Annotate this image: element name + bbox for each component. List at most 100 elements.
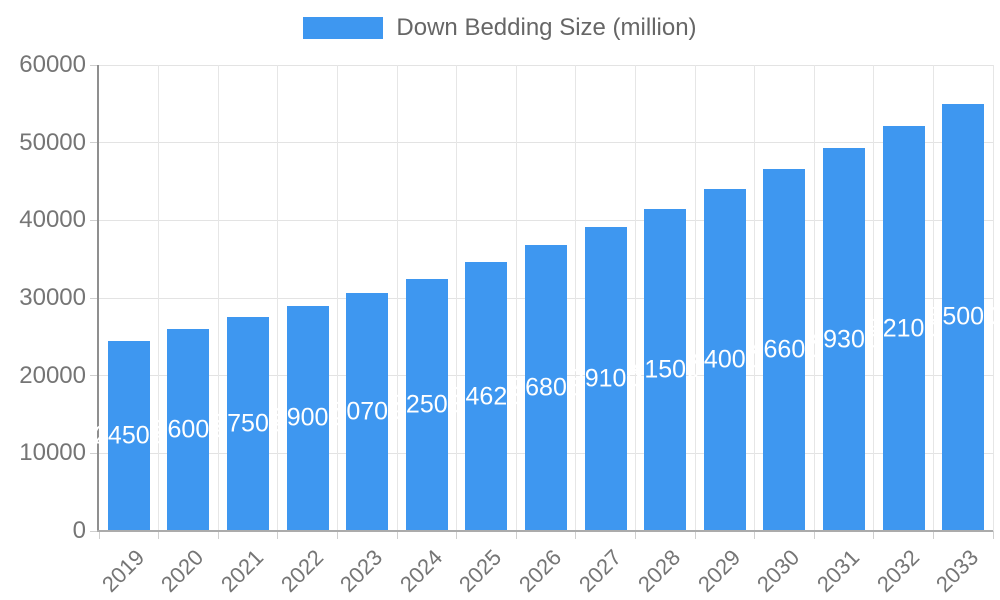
y-tick-label: 0	[72, 517, 86, 544]
y-gridline	[99, 142, 993, 144]
y-tick-mark	[90, 375, 99, 377]
x-tick-label: 2022	[275, 544, 328, 597]
x-tick-label: 2025	[454, 544, 507, 597]
x-tick-mark	[754, 531, 756, 539]
x-tick-mark	[396, 531, 398, 539]
bar-value-label: 32500	[392, 390, 462, 419]
x-tick-label: 2019	[96, 544, 150, 597]
bar[interactable]	[346, 292, 389, 531]
x-tick-mark	[217, 531, 219, 539]
x-tick-label: 2024	[394, 544, 448, 597]
bar-value-label: 55000	[928, 302, 998, 331]
x-tick-mark	[98, 531, 100, 539]
bar-value-label: 27500	[213, 409, 283, 438]
bar[interactable]	[942, 103, 985, 531]
y-tick-label: 30000	[19, 284, 86, 311]
x-tick-mark	[277, 531, 279, 539]
x-gridline	[873, 65, 875, 531]
bar-value-label: 24500	[94, 421, 164, 450]
bar[interactable]	[525, 245, 567, 531]
x-tick-mark	[873, 531, 875, 539]
y-tick-label: 50000	[19, 128, 86, 156]
x-gridline	[813, 65, 815, 531]
bar[interactable]	[763, 169, 806, 531]
bar[interactable]	[584, 227, 627, 531]
y-tick-mark	[90, 452, 99, 454]
y-tick-mark	[90, 530, 99, 532]
legend-label: Down Bedding Size (million)	[396, 14, 697, 41]
x-tick-mark	[992, 531, 994, 539]
bar[interactable]	[882, 126, 925, 531]
bar-value-label: 39100	[570, 364, 641, 393]
x-tick-mark	[813, 531, 815, 539]
y-axis-line	[97, 65, 99, 532]
x-tick-label: 2021	[215, 544, 269, 597]
x-tick-mark	[158, 531, 160, 539]
bar[interactable]	[465, 262, 508, 531]
bar[interactable]	[405, 278, 448, 531]
y-tick-mark	[90, 142, 99, 144]
x-tick-mark	[575, 531, 577, 539]
y-tick-mark	[90, 219, 99, 221]
y-tick-label: 40000	[19, 206, 86, 234]
x-tick-label: 2028	[633, 544, 686, 597]
bar[interactable]	[286, 305, 329, 531]
x-tick-label: 2026	[513, 544, 567, 597]
x-gridline	[158, 65, 160, 531]
x-gridline	[992, 65, 994, 531]
y-gridline	[99, 219, 993, 221]
bar-value-label: 41500	[630, 355, 700, 384]
x-gridline	[277, 65, 279, 531]
x-gridline	[336, 65, 338, 531]
bar-value-label: 36800	[511, 373, 581, 402]
bar[interactable]	[227, 317, 269, 531]
bar-value-label: 29000	[272, 403, 343, 432]
x-axis-line	[97, 530, 993, 532]
y-tick-label: 20000	[19, 361, 86, 389]
bar[interactable]	[703, 189, 746, 531]
x-tick-label: 2023	[335, 544, 388, 597]
x-gridline	[634, 65, 636, 531]
x-gridline	[694, 65, 696, 531]
x-gridline	[456, 65, 458, 531]
x-tick-label: 2031	[811, 544, 865, 597]
y-tick-label: 60000	[19, 51, 86, 78]
legend-swatch	[303, 17, 384, 39]
x-tick-mark	[932, 531, 934, 539]
x-tick-mark	[515, 531, 517, 539]
x-tick-label: 2027	[573, 544, 626, 597]
x-tick-label: 2032	[871, 544, 924, 597]
x-tick-mark	[634, 531, 636, 539]
x-gridline	[932, 65, 934, 531]
y-tick-label: 10000	[19, 439, 86, 467]
chart-legend[interactable]: Down Bedding Size (million)	[0, 16, 1000, 40]
x-tick-label: 2033	[931, 544, 984, 597]
x-tick-mark	[336, 531, 338, 539]
bar-value-label: 44000	[690, 345, 760, 374]
y-tick-mark	[90, 297, 99, 299]
bar-value-label: 46600	[749, 335, 820, 364]
bar[interactable]	[823, 148, 865, 531]
bar-value-label: 52100	[868, 314, 939, 343]
x-gridline	[515, 65, 517, 531]
y-gridline	[99, 64, 993, 66]
x-gridline	[575, 65, 577, 531]
bar[interactable]	[644, 208, 687, 531]
bar[interactable]	[107, 340, 150, 531]
x-gridline	[217, 65, 219, 531]
bar-value-label: 30700	[332, 397, 402, 426]
bar[interactable]	[167, 329, 210, 531]
bar-value-label: 26000	[153, 415, 224, 444]
bar-value-label: 34625	[451, 382, 522, 411]
x-tick-label: 2030	[752, 544, 805, 597]
x-tick-mark	[694, 531, 696, 539]
x-gridline	[754, 65, 756, 531]
x-gridline	[396, 65, 398, 531]
x-tick-label: 2020	[156, 544, 209, 597]
bar-value-label: 49300	[809, 325, 879, 354]
x-tick-label: 2029	[692, 544, 746, 597]
x-tick-mark	[456, 531, 458, 539]
y-tick-mark	[90, 64, 99, 66]
